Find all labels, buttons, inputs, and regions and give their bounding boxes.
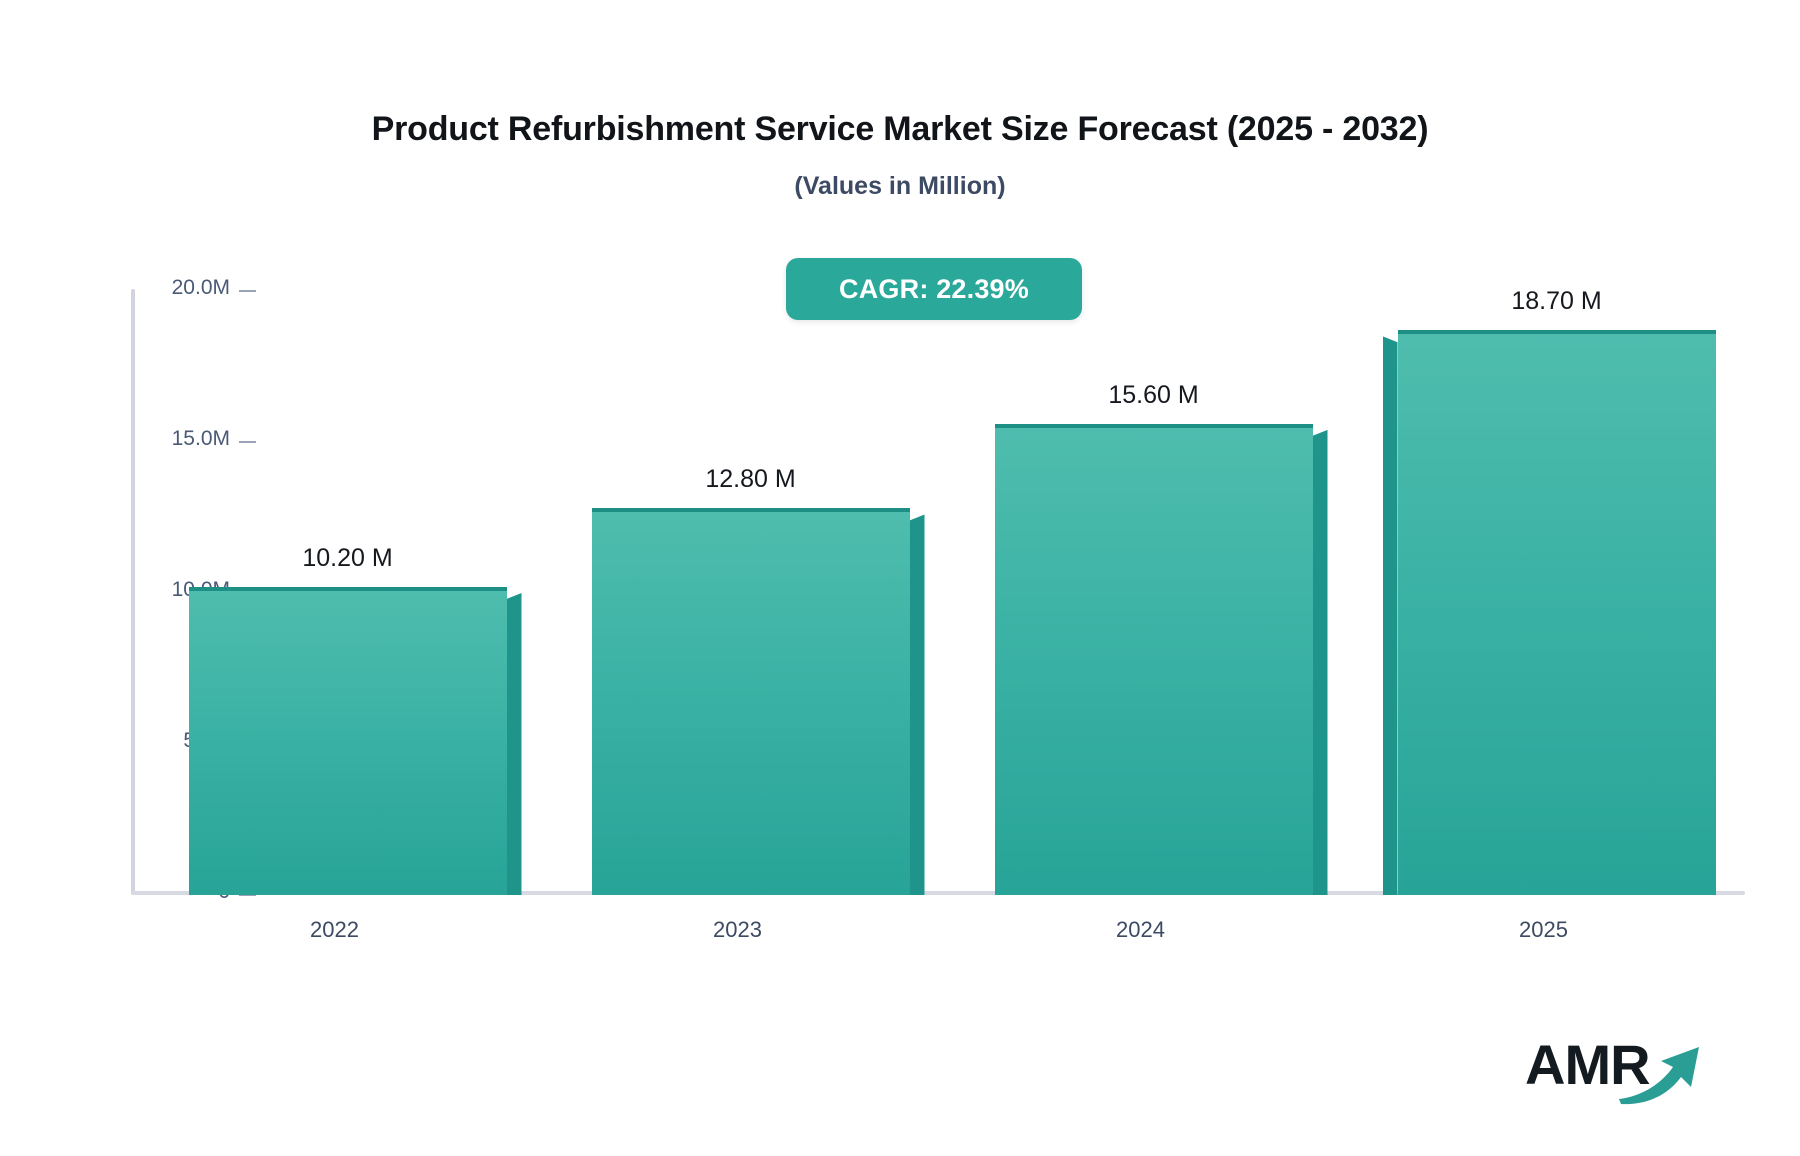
chart-subtitle: (Values in Million) — [794, 172, 1006, 200]
bar-value-label: 18.70 M — [1511, 287, 1602, 316]
amr-logo-text: AMR — [1525, 1033, 1651, 1096]
page-title: Product Refurbishment Service Market Siz… — [371, 110, 1429, 148]
y-axis-tick-mark — [239, 290, 256, 292]
y-axis-tick-mark — [239, 894, 256, 896]
x-axis-tick-label-2025: 2025 — [1519, 917, 1568, 942]
bar-group[interactable]: 12.80 M — [591, 465, 925, 895]
bar-2025[interactable] — [1397, 330, 1716, 895]
bar-2023[interactable] — [591, 508, 910, 895]
y-axis-tick-label: 15.0M — [171, 427, 230, 450]
bar-value-label: 15.60 M — [1108, 380, 1199, 409]
bar-group[interactable]: 10.20 M — [188, 544, 522, 895]
bar-top-edge — [994, 423, 1313, 428]
x-axis-tick-label-2023: 2023 — [713, 917, 762, 942]
bar-side-face — [909, 514, 925, 895]
bar-side-face — [1382, 336, 1398, 895]
amr-logo: AMR — [1525, 1035, 1700, 1107]
bar-value-label: 12.80 M — [705, 465, 796, 494]
y-axis-tick-mark — [239, 441, 256, 443]
growth-arrow-icon — [1617, 1043, 1703, 1110]
y-axis-line — [131, 289, 135, 895]
bar-top-edge — [1397, 330, 1716, 335]
bar-value-label: 10.20 M — [302, 543, 393, 572]
cagr-badge: CAGR: 22.39% — [786, 258, 1082, 320]
bar-group[interactable]: 18.70 M — [1382, 287, 1716, 895]
x-axis-tick-label-2022: 2022 — [310, 917, 359, 942]
bar-top-edge — [591, 508, 910, 513]
bar-2024[interactable] — [994, 423, 1313, 895]
bar-side-face — [506, 592, 522, 895]
bar-side-face — [1312, 429, 1328, 895]
bar-group[interactable]: 15.60 M — [994, 381, 1328, 895]
cagr-badge-label: CAGR: 22.39% — [839, 273, 1029, 304]
x-axis-line — [131, 891, 1745, 895]
y-axis-tick-label: 20.0M — [171, 276, 230, 299]
bar-top-edge — [188, 586, 507, 591]
bar-2022[interactable] — [188, 586, 507, 895]
x-axis-tick-label-2024: 2024 — [1116, 917, 1165, 942]
